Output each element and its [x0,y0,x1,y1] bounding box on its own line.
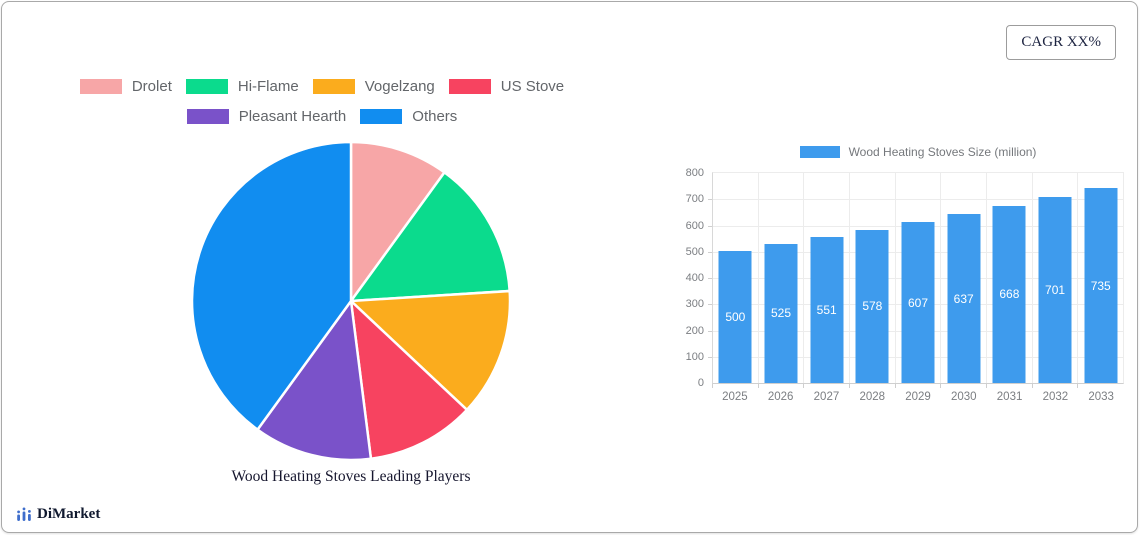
bar-column-2026: 525 [757,173,804,388]
x-axis-label: 2032 [1042,391,1069,403]
bar-value-label: 525 [770,306,792,321]
y-axis-tick-label: 300 [685,298,704,311]
bar-plot-area: 0 100 200 300 400 500 600 700 800 500 525 551 578 607… [686,167,1124,389]
bar-2025: 500 [718,250,752,383]
x-axis-label: 2025 [722,391,748,403]
legend-swatch-icon [185,79,228,94]
bar-value-label: 551 [816,303,837,317]
pie-legend: Drolet Hi-Flame Vogelzang US Stove Pleasant … [2,78,642,125]
bar-2027: 551 [810,237,844,383]
bar-column-2032: 701 [1031,173,1078,388]
bar-column-2030: 637 [940,173,986,388]
y-axis-tick-label: 100 [685,350,704,363]
bar-column-2033: 735 [1077,173,1123,388]
legend-swatch-icon [360,109,403,124]
y-axis-tick-label: 400 [685,272,704,284]
legend-item-others[interactable]: Others [360,108,457,125]
legend-swatch-icon [186,109,229,124]
legend-label: Others [412,108,458,125]
legend-swatch-icon [312,79,355,94]
x-axis-label: 2031 [996,391,1023,403]
bar-column-2027: 551 [803,173,849,388]
bar-2029: 607 [901,222,935,383]
bar-chart-logo-icon [17,507,31,521]
pie-slice-others [190,140,353,431]
gridline [708,199,1123,201]
x-axis-label: 2027 [813,391,840,403]
legend-item-pleasant-hearth[interactable]: Pleasant Hearth [186,108,347,125]
y-axis-tick-label: 700 [685,193,704,206]
bar-2026: 525 [764,243,798,383]
bar-column-2031: 668 [986,173,1032,388]
pie-slice-hi-flame [349,171,511,303]
bar-legend[interactable]: Wood Heating Stoves Size (million) [712,145,1124,159]
bar-value-label: 668 [999,287,1020,302]
bar-legend-swatch-icon [799,146,840,158]
bar-column-2029: 607 [894,173,941,388]
logo-text: DiMarket [37,505,101,522]
bar-chart: Wood Heating Stoves Size (million) 0 100 2… [670,145,1137,403]
bar-x-axis-labels: 2025 2026 2027 2028 2029 2030 2031 2032 2033 [712,391,1124,403]
y-axis-tick-label: 500 [685,245,704,258]
x-axis-label: 2029 [905,391,931,403]
pie-title: Wood Heating Stoves Leading Players [231,468,471,485]
bar-2031: 668 [992,205,1026,383]
legend-label: Pleasant Hearth [238,108,347,125]
bar-2028: 578 [855,229,889,383]
legend-label: US Stove [500,78,565,95]
bar-value-label: 701 [1045,283,1066,298]
bar-value-label: 607 [908,295,929,310]
pie-slice-drolet [349,140,446,303]
y-axis-tick-label: 200 [685,324,704,337]
legend-swatch-icon [448,79,491,94]
bar-2033: 735 [1084,188,1118,383]
pie-svg [190,140,512,462]
legend-label: Vogelzang [364,78,435,95]
bar-value-label: 578 [862,299,883,314]
logo: DiMarket [15,505,100,523]
legend-item-drolet[interactable]: Drolet [79,78,172,95]
legend-item-vogelzang[interactable]: Vogelzang [312,78,435,95]
x-axis-label: 2028 [859,391,886,403]
bar-column-2025: 500 [712,173,758,388]
y-axis-tick-label: 0 [697,377,704,389]
cagr-button[interactable]: CAGR XX% [1006,25,1116,60]
bar-2030: 637 [947,214,981,383]
legend-item-us-stove[interactable]: US Stove [448,78,565,95]
y-axis-tick-label: 800 [685,167,704,179]
x-axis-label: 2026 [767,391,794,403]
y-axis-tick-label: 600 [685,219,704,232]
legend-label: Drolet [131,78,172,95]
bar-2032: 701 [1038,197,1072,383]
legend-item-hi-flame[interactable]: Hi-Flame [185,78,299,95]
bar-value-label: 500 [725,309,746,324]
bar-value-label: 637 [953,291,974,306]
legend-swatch-icon [79,79,122,94]
legend-label: Hi-Flame [237,78,299,95]
pie-slice-vogelzang [349,289,512,412]
pie-slice-pleasant-hearth [256,299,373,462]
pie-slice-us-stove [349,299,469,460]
x-axis-label: 2033 [1088,391,1114,403]
pie-chart [189,139,513,463]
x-axis-label: 2030 [951,391,977,403]
bar-column-2028: 578 [849,173,895,388]
bar-legend-label: Wood Heating Stoves Size (million) [848,145,1037,159]
bar-value-label: 735 [1090,278,1111,293]
